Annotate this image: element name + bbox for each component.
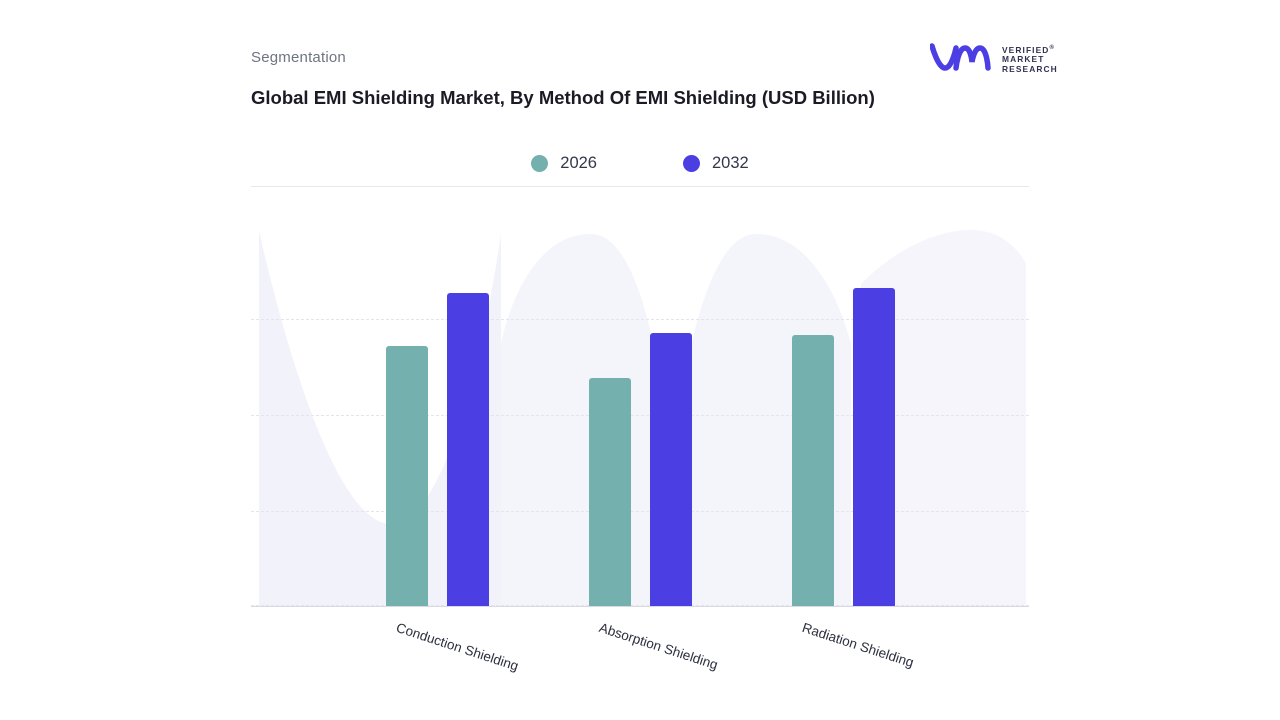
brand-logo: VERIFIED® MARKET RESEARCH	[930, 40, 1062, 76]
vmr-monogram-icon	[930, 43, 991, 71]
segmentation-label: Segmentation	[251, 49, 346, 66]
bar-2032-2[interactable]	[650, 332, 692, 606]
legend-item-2026[interactable]: 2026	[531, 154, 597, 173]
bar-2032-3[interactable]	[853, 288, 895, 606]
bar-2026-3[interactable]	[792, 334, 834, 606]
logo-line-2: MARKET	[1002, 54, 1045, 65]
bar-2026-1[interactable]	[386, 346, 428, 606]
bar-2032-1[interactable]	[447, 292, 489, 606]
category-label-3: Radiation Shielding	[800, 620, 916, 671]
page-title: Global EMI Shielding Market, By Method O…	[251, 87, 875, 108]
gridline-2	[251, 415, 1029, 417]
legend-label-2026: 2026	[560, 153, 597, 172]
header-divider	[251, 186, 1029, 187]
vmr-watermark-icon	[259, 230, 1026, 606]
legend-swatch-2032	[683, 154, 700, 172]
registered-mark: ®	[1049, 45, 1054, 51]
legend-label-2032: 2032	[712, 153, 749, 172]
bar-group	[251, 224, 1029, 606]
category-label-1: Conduction Shielding	[394, 620, 521, 674]
bar-2026-2[interactable]	[589, 377, 631, 606]
gridline-1	[251, 319, 1029, 321]
gridline-4	[251, 605, 1029, 606]
category-label-2: Absorption Shielding	[597, 620, 720, 673]
logo-line-3: RESEARCH	[1002, 63, 1058, 74]
legend-item-2032[interactable]: 2032	[683, 154, 749, 173]
gridline-3	[251, 511, 1029, 513]
category-axis-labels: Conduction Shielding Absorption Shielding…	[251, 606, 1029, 716]
plot-area	[251, 224, 1029, 606]
logo-line-1: VERIFIED	[1002, 44, 1050, 55]
logo-wordmark: VERIFIED® MARKET RESEARCH	[1002, 44, 1058, 74]
legend-swatch-2026	[531, 154, 549, 172]
x-axis-line	[251, 606, 1029, 607]
chart-legend: 2026 2032	[251, 148, 1029, 178]
